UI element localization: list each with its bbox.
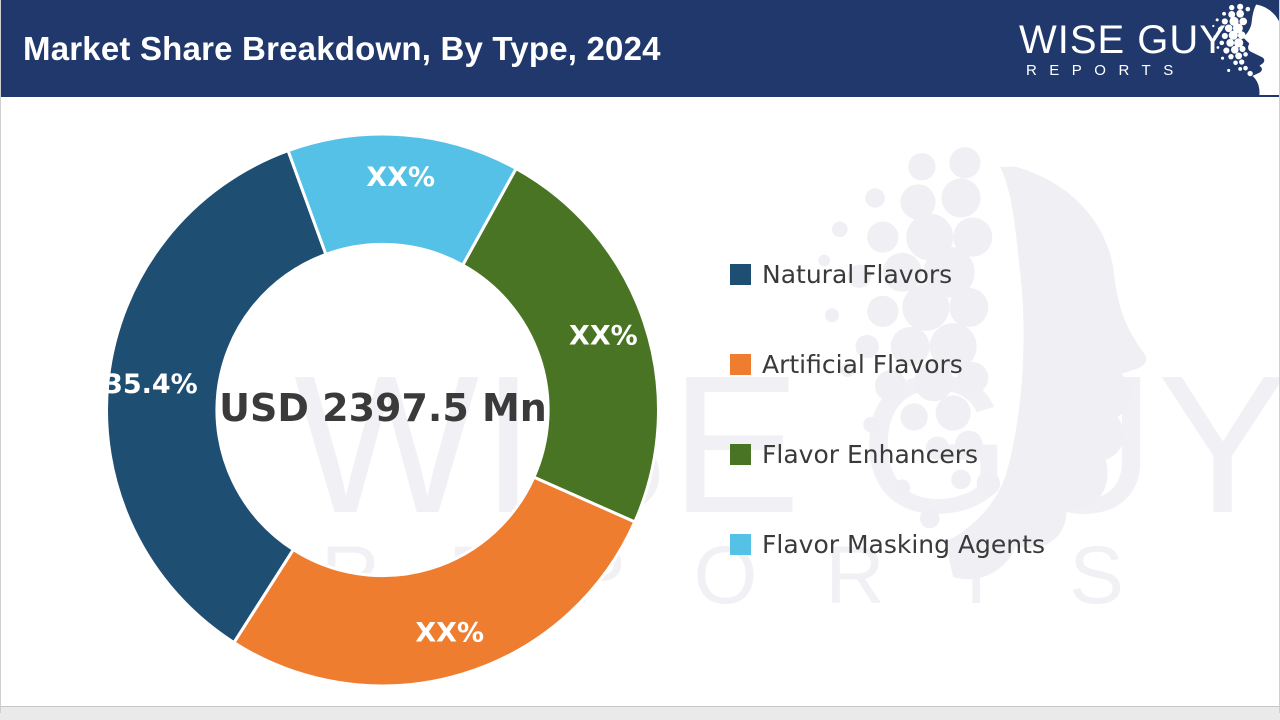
legend-item-natural-flavors: Natural Flavors xyxy=(730,229,1045,319)
logo-tagline: REPORTS xyxy=(1025,61,1186,79)
logo-text: WISE GUY REPORTS xyxy=(1019,20,1227,78)
legend-label: Flavor Enhancers xyxy=(762,439,979,469)
chart-legend: Natural Flavors Artificial Flavors Flavo… xyxy=(730,229,1045,589)
watermark: WISE GUY REPORTS xyxy=(1,97,1279,713)
legend-swatch-natural-flavors xyxy=(730,263,751,285)
legend-swatch-flavor-enhancers xyxy=(730,443,751,465)
header: Market Share Breakdown, By Type, 2024 WI… xyxy=(1,0,1279,97)
legend-item-artificial-flavors: Artificial Flavors xyxy=(730,319,1045,409)
logo-wordmark: WISE GUY xyxy=(1018,17,1227,62)
bottom-strip xyxy=(1,706,1279,713)
legend-label: Natural Flavors xyxy=(762,259,953,289)
legend-swatch-flavor-masking-agents xyxy=(730,533,751,555)
legend-label: Flavor Masking Agents xyxy=(762,529,1045,559)
legend-label: Artificial Flavors xyxy=(762,349,963,379)
wiseguy-logo: WISE GUY REPORTS xyxy=(1019,0,1280,97)
page-title: Market Share Breakdown, By Type, 2024 xyxy=(23,30,661,67)
chart-center-value: USD 2397.5 Mn xyxy=(219,386,547,430)
legend-swatch-artificial-flavors xyxy=(730,353,751,375)
legend-item-flavor-masking-agents: Flavor Masking Agents xyxy=(730,499,1045,589)
legend-item-flavor-enhancers: Flavor Enhancers xyxy=(730,409,1045,499)
